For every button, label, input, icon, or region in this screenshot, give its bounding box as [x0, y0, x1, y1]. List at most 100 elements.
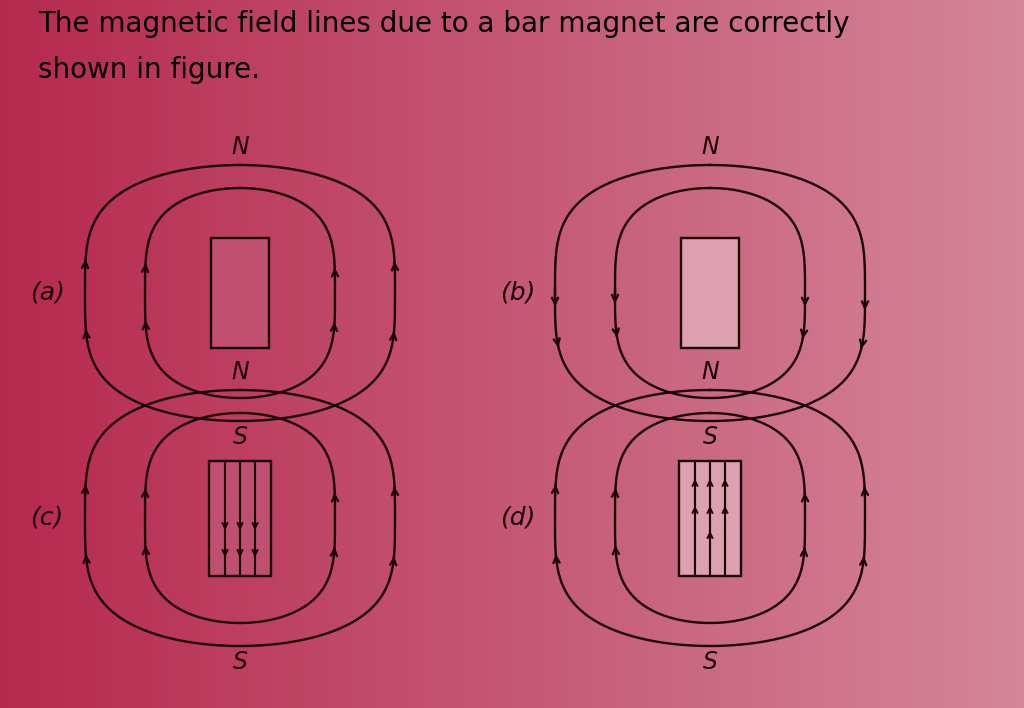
- Bar: [102, 0, 109, 708]
- Bar: [543, 0, 549, 708]
- Bar: [205, 0, 211, 708]
- Bar: [660, 0, 667, 708]
- Bar: [579, 0, 585, 708]
- Bar: [10, 0, 16, 708]
- Bar: [430, 0, 436, 708]
- Bar: [968, 0, 974, 708]
- Text: N: N: [701, 135, 719, 159]
- Bar: [251, 0, 257, 708]
- Bar: [609, 0, 615, 708]
- Bar: [481, 0, 487, 708]
- Bar: [614, 0, 621, 708]
- Bar: [758, 0, 764, 708]
- Bar: [650, 0, 656, 708]
- Bar: [353, 0, 359, 708]
- Bar: [927, 0, 933, 708]
- Bar: [681, 238, 739, 348]
- Bar: [835, 0, 841, 708]
- Bar: [108, 0, 114, 708]
- Bar: [404, 0, 411, 708]
- Bar: [696, 0, 702, 708]
- Bar: [973, 0, 979, 708]
- Bar: [573, 0, 580, 708]
- Bar: [364, 0, 370, 708]
- Bar: [256, 0, 262, 708]
- Bar: [369, 0, 375, 708]
- Bar: [527, 0, 534, 708]
- Bar: [333, 0, 339, 708]
- Bar: [410, 0, 416, 708]
- Bar: [666, 0, 672, 708]
- Bar: [343, 0, 349, 708]
- Bar: [840, 0, 846, 708]
- Bar: [476, 0, 482, 708]
- Bar: [604, 0, 610, 708]
- Bar: [722, 0, 728, 708]
- Bar: [276, 0, 283, 708]
- Bar: [440, 0, 446, 708]
- Bar: [640, 0, 646, 708]
- Bar: [538, 0, 544, 708]
- Bar: [845, 0, 851, 708]
- Bar: [328, 0, 334, 708]
- Bar: [338, 0, 344, 708]
- Bar: [1004, 0, 1010, 708]
- Bar: [317, 0, 324, 708]
- Bar: [911, 0, 918, 708]
- Bar: [348, 0, 354, 708]
- Bar: [307, 0, 313, 708]
- Text: (a): (a): [30, 281, 65, 305]
- Bar: [97, 0, 103, 708]
- Bar: [548, 0, 554, 708]
- Bar: [732, 0, 738, 708]
- Bar: [655, 0, 662, 708]
- Bar: [855, 0, 861, 708]
- Bar: [261, 0, 267, 708]
- Bar: [82, 0, 88, 708]
- Bar: [635, 0, 641, 708]
- Bar: [886, 0, 892, 708]
- Text: (d): (d): [500, 506, 536, 530]
- Bar: [133, 0, 139, 708]
- Text: N: N: [231, 135, 249, 159]
- Bar: [209, 460, 271, 576]
- Text: (c): (c): [30, 506, 63, 530]
- Bar: [712, 0, 718, 708]
- Bar: [988, 0, 994, 708]
- Bar: [568, 0, 574, 708]
- Bar: [850, 0, 856, 708]
- Bar: [497, 0, 503, 708]
- Bar: [937, 0, 943, 708]
- Text: S: S: [702, 425, 718, 449]
- Bar: [148, 0, 155, 708]
- Bar: [676, 0, 682, 708]
- Bar: [230, 0, 237, 708]
- Bar: [164, 0, 170, 708]
- Bar: [824, 0, 830, 708]
- Bar: [211, 238, 269, 348]
- Bar: [532, 0, 539, 708]
- Bar: [584, 0, 590, 708]
- Bar: [589, 0, 595, 708]
- Bar: [461, 0, 467, 708]
- Bar: [0, 0, 6, 708]
- Bar: [241, 0, 247, 708]
- Bar: [292, 0, 298, 708]
- Bar: [819, 0, 825, 708]
- Bar: [236, 0, 242, 708]
- Bar: [394, 0, 400, 708]
- Bar: [502, 0, 508, 708]
- Bar: [768, 0, 774, 708]
- Bar: [154, 0, 160, 708]
- Text: S: S: [232, 650, 248, 674]
- Bar: [625, 0, 631, 708]
- Bar: [896, 0, 902, 708]
- Bar: [778, 0, 784, 708]
- Bar: [159, 0, 165, 708]
- Bar: [679, 460, 741, 576]
- Bar: [435, 0, 441, 708]
- Bar: [466, 0, 472, 708]
- Bar: [788, 0, 795, 708]
- Bar: [302, 0, 308, 708]
- Bar: [983, 0, 989, 708]
